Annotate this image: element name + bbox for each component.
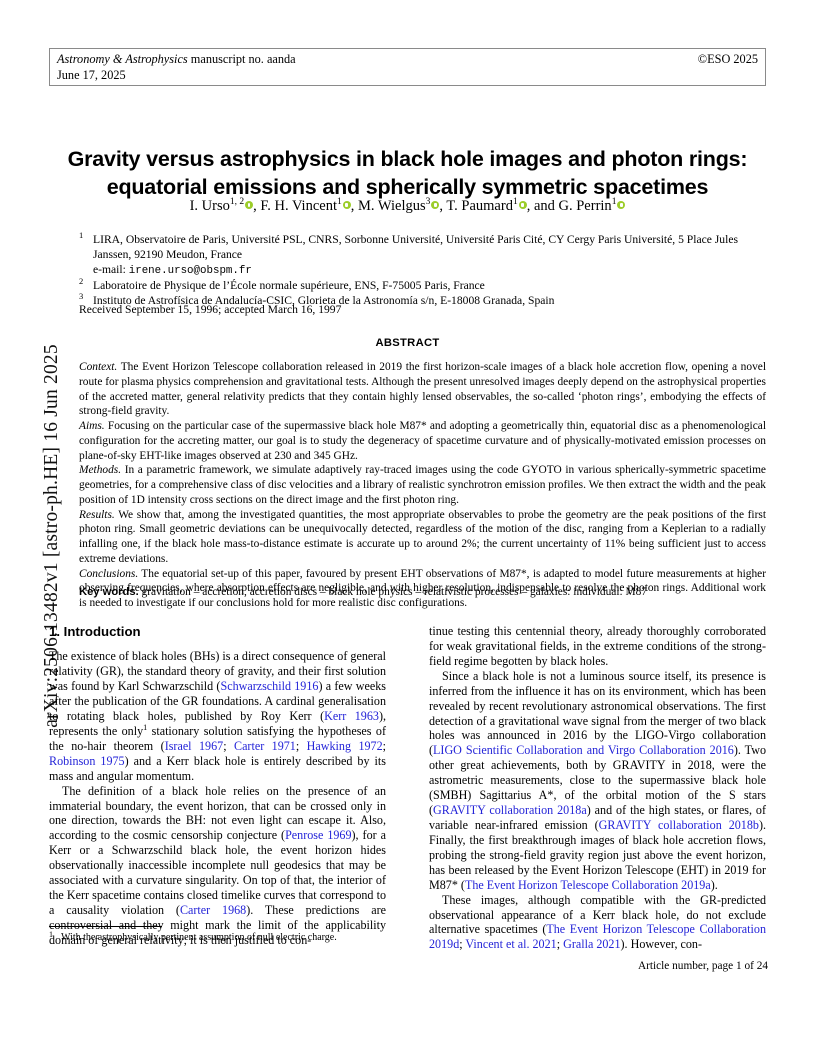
abstract-heading: ABSTRACT: [375, 337, 440, 349]
citation-link[interactable]: Vincent et al. 2021: [465, 937, 557, 952]
abstract-section-lead: Conclusions.: [79, 567, 139, 580]
author-list: I. Urso1, 2, F. H. Vincent1, M. Wielgus3…: [49, 197, 766, 215]
citation-link[interactable]: GRAVITY collaboration 2018b: [598, 817, 759, 832]
header-journal-line: Astronomy & Astrophysics manuscript no. …: [57, 52, 758, 68]
right-column-paragraphs: tinue testing this centennial theory, al…: [429, 624, 766, 952]
affiliation-item: 3 Instituto de Astrofísica de Andalucía-C…: [79, 291, 766, 308]
paper-page: Astronomy & Astrophysics manuscript no. …: [49, 0, 768, 1056]
author-affiliation-marker: 1: [337, 197, 342, 208]
running-header-content: Astronomy & Astrophysics manuscript no. …: [50, 49, 765, 83]
citation-link[interactable]: Israel 1967: [164, 738, 224, 753]
abstract-section-text: In a parametric framework, we simulate a…: [79, 464, 766, 506]
page-footer: Article number, page 1 of 24: [637, 960, 768, 972]
affiliation-text: Laboratoire de Physique de l’École norma…: [93, 279, 485, 293]
header-date: June 17, 2025: [57, 67, 126, 82]
abstract-section-lead: Aims.: [79, 420, 105, 433]
affiliation-number: 2: [79, 276, 84, 287]
affiliation-item: 1 LIRA, Observatoire de Paris, Université…: [79, 230, 766, 262]
author-affiliation-marker: 1, 2: [229, 197, 245, 208]
orcid-icon[interactable]: [518, 201, 527, 209]
manuscript-number: manuscript no. aanda: [190, 52, 296, 66]
affiliation-text: LIRA, Observatoire de Paris, Université …: [93, 233, 738, 262]
body-paragraph: The definition of a black hole relies on…: [49, 783, 386, 947]
affiliation-text: Instituto de Astrofísica de Andalucía-CS…: [93, 294, 555, 308]
citation-link[interactable]: Penrose 1969: [285, 828, 352, 843]
affiliation-item: 2 Laboratoire de Physique de l’École norm…: [79, 276, 766, 293]
author-name: I. Urso: [189, 198, 230, 214]
page-title: Gravity versus astrophysics in black hol…: [67, 147, 748, 199]
body-paragraph: These images, although compatible with t…: [429, 892, 766, 952]
citation-link[interactable]: Gralla 2021: [563, 937, 621, 952]
keywords-line: Key words. gravitation – accretion, accr…: [79, 586, 766, 598]
abstract-paragraph: Aims. Focusing on the particular case of…: [79, 419, 766, 463]
left-column-paragraphs: The existence of black holes (BHs) is a …: [49, 649, 386, 947]
affiliation-number: 3: [79, 291, 84, 302]
footnote-text: With the astrophysically pertinent assum…: [61, 932, 337, 943]
author-affiliation-marker: 1: [512, 197, 518, 208]
citation-link[interactable]: The Event Horizon Telescope Collaboratio…: [464, 877, 711, 892]
orcid-icon[interactable]: [342, 201, 351, 209]
journal-name: Astronomy & Astrophysics: [57, 52, 188, 66]
author-name: G. Perrin: [558, 198, 612, 214]
section-heading-introduction: 1. Introduction: [49, 624, 141, 639]
abstract-paragraph: Methods. In a parametric framework, we s…: [79, 463, 766, 507]
abstract-section-lead: Results.: [79, 508, 115, 521]
abstract-section-text: Focusing on the particular case of the s…: [79, 420, 766, 462]
orcid-icon[interactable]: [245, 201, 254, 209]
footnote-rule: [49, 926, 162, 927]
author-affiliation-marker: 3: [425, 197, 431, 208]
citation-link[interactable]: Hawking 1972: [306, 738, 383, 753]
abstract-paragraph: Context. The Event Horizon Telescope col…: [79, 360, 766, 419]
citation-link[interactable]: LIGO Scientific Collaboration and Virgo …: [433, 743, 734, 758]
citation-link[interactable]: Robinson 1975: [49, 753, 125, 768]
footnote-area: 1 With the astrophysically pertinent assu…: [49, 926, 386, 945]
running-header-box: Astronomy & Astrophysics manuscript no. …: [49, 48, 766, 86]
abstract-section-text: The equatorial set-up of this paper, fav…: [79, 567, 766, 610]
body-paragraph: tinue testing this centennial theory, al…: [429, 624, 766, 668]
abstract-body: Context. The Event Horizon Telescope col…: [79, 360, 766, 611]
email-address[interactable]: irene.urso@obspm.fr: [128, 265, 252, 278]
orcid-icon[interactable]: [431, 201, 440, 209]
abstract-section-lead: Methods.: [79, 464, 122, 477]
footnote-item: 1 With the astrophysically pertinent assu…: [49, 930, 386, 945]
footnote-marker: 1: [49, 930, 53, 939]
abstract-section-lead: Context.: [79, 361, 118, 373]
abstract-section-text: The Event Horizon Telescope collaboratio…: [79, 361, 766, 418]
citation-link[interactable]: The Event Horizon Telescope Collaboratio…: [429, 922, 766, 952]
body-paragraph: The existence of black holes (BHs) is a …: [49, 649, 387, 783]
affiliation-number: 1: [79, 230, 84, 240]
email-label: e-mail:: [93, 263, 129, 277]
author-name: F. H. Vincent: [260, 198, 337, 214]
abstract-section-text: We show that, among the investigated qua…: [79, 508, 766, 565]
body-paragraph: Since a black hole is not a luminous sou…: [429, 668, 766, 892]
citation-link[interactable]: Carter 1971: [234, 738, 296, 753]
orcid-icon[interactable]: [617, 201, 626, 209]
author-name: M. Wielgus: [358, 198, 426, 214]
received-accepted-line: Received September 15, 1996; accepted Ma…: [79, 303, 342, 316]
keywords-text: gravitation – accretion, accretion discs…: [138, 586, 648, 598]
citation-link[interactable]: Schwarzschild 1916: [220, 679, 319, 694]
affiliation-email-line: e-mail: irene.urso@obspm.fr: [79, 262, 766, 278]
keywords-label: Key words.: [79, 586, 139, 598]
body-column-left: 1. Introduction The existence of black h…: [49, 624, 386, 948]
author-affiliation-marker: 1: [611, 197, 617, 208]
abstract-paragraph: Results. We show that, among the investi…: [79, 508, 766, 567]
affiliation-list: 1 LIRA, Observatoire de Paris, Université…: [79, 230, 766, 308]
body-column-right: tinue testing this centennial theory, al…: [429, 624, 766, 952]
citation-link[interactable]: Kerr 1963: [324, 708, 379, 723]
author-name: T. Paumard: [446, 198, 513, 214]
abstract-paragraph: Conclusions. The equatorial set-up of th…: [79, 567, 766, 611]
citation-link[interactable]: GRAVITY collaboration 2018a: [433, 803, 587, 818]
citation-link[interactable]: Carter 1968: [179, 902, 247, 917]
copyright-notice: ©ESO 2025: [697, 52, 758, 66]
footnote-reference[interactable]: 1: [143, 722, 148, 732]
